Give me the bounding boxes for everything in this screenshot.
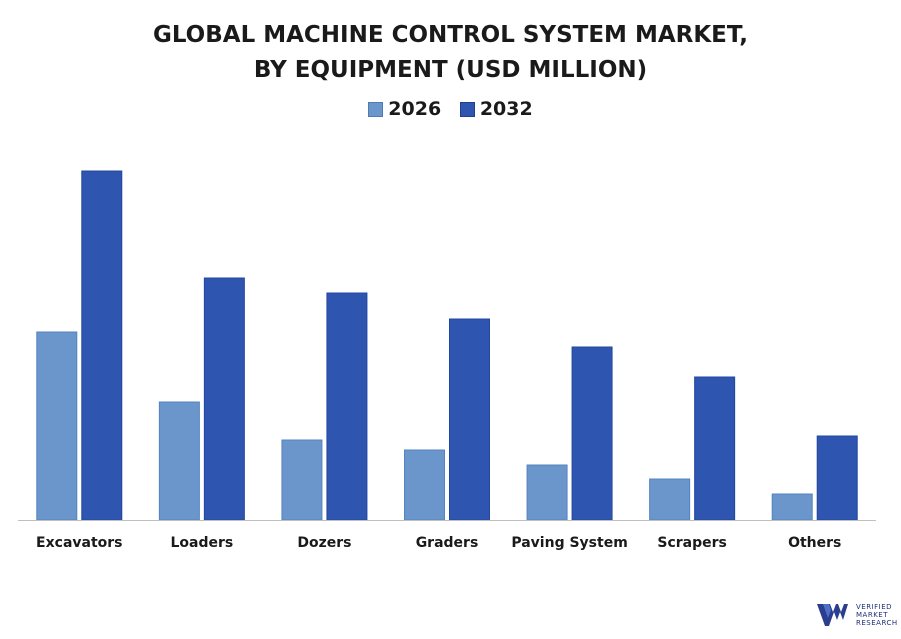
bar-excavators-2032 (81, 170, 123, 521)
legend-label-2032: 2032 (479, 98, 533, 120)
logo-line-1: VERIFIED (856, 603, 893, 611)
legend: 2026 2032 (0, 98, 901, 122)
logo-line-3: RESEARCH (856, 619, 898, 627)
chart-title: GLOBAL MACHINE CONTROL SYSTEM MARKET, BY… (0, 18, 901, 88)
x-tick-label: Excavators (36, 535, 122, 551)
vmr-logo: VERIFIED MARKET RESEARCH (815, 600, 898, 630)
bar-graders-2032 (449, 318, 490, 521)
legend-swatch-2032 (459, 101, 475, 117)
bar-loaders-2026 (158, 401, 200, 521)
bar-paving-system-2032 (571, 346, 613, 521)
x-tick-label: Dozers (297, 535, 351, 551)
bar-paving-system-2026 (526, 464, 568, 521)
bar-loaders-2032 (203, 277, 245, 521)
bar-others-2032 (816, 435, 858, 521)
x-tick-label: Others (788, 535, 841, 551)
x-tick-label: Graders (416, 535, 479, 551)
bar-excavators-2026 (36, 331, 78, 521)
x-tick-label: Paving System (511, 535, 627, 551)
legend-swatch-2026 (368, 101, 384, 117)
vmr-logo-icon (817, 604, 848, 626)
logo-line-2: MARKET (856, 611, 888, 619)
vmr-logo-text: VERIFIED MARKET RESEARCH (856, 603, 898, 627)
x-tick-label: Scrapers (657, 535, 727, 551)
bar-dozers-2032 (326, 292, 368, 521)
legend-item-2032: 2032 (459, 98, 533, 120)
bar-scrapers-2032 (694, 376, 736, 521)
title-line-2: BY EQUIPMENT (USD MILLION) (253, 57, 648, 83)
bar-others-2026 (771, 493, 813, 521)
legend-label-2026: 2026 (388, 98, 442, 120)
legend-item-2026: 2026 (368, 98, 441, 120)
bar-graders-2026 (404, 449, 445, 521)
x-tick-label: Loaders (170, 535, 233, 551)
bar-dozers-2026 (281, 439, 323, 521)
title-line-1: GLOBAL MACHINE CONTROL SYSTEM MARKET, (152, 22, 749, 48)
bar-scrapers-2026 (649, 478, 691, 521)
